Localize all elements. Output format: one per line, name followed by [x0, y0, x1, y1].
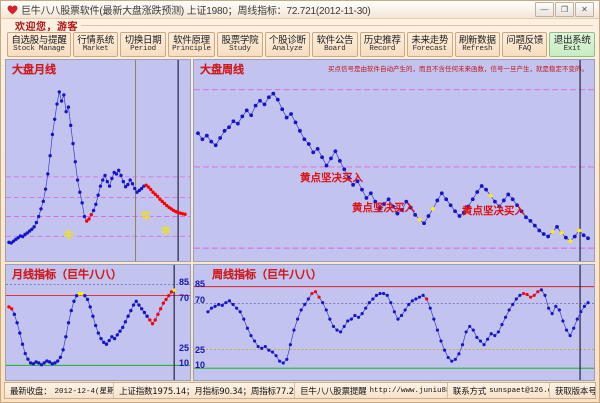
status-index-cell: 上证指数1975.14；月指标90.34；周指标77.27: [114, 383, 296, 398]
panel-weekly-price[interactable]: 大盘周线 买点信号是由软件自动产生的，而且不含任何未来函数，信号一旦产生，就是稳…: [193, 59, 595, 262]
toolbar-button-label-en: Stock Manage: [13, 44, 65, 53]
annotation-buy-2: 黄点坚决买入: [352, 202, 415, 214]
toolbar-button-label-en: Analyze: [272, 44, 303, 53]
toolbar-button-label-cn: 软件公告: [316, 34, 354, 46]
toolbar-button-label-en: Principle: [172, 44, 211, 53]
toolbar-button-label-en: Period: [130, 44, 156, 53]
chart-area: 大盘月线 牛 牛 牛 大盘周线 买点信号是由软件自动产生的，而且不含任何未来函数…: [1, 59, 599, 381]
status-site-label: 巨牛八八股票提醒: [300, 386, 367, 397]
toolbar-button-forecast[interactable]: 未来走势 Forecast: [407, 32, 453, 57]
toolbar-button-label-en: Exit: [563, 44, 581, 53]
toolbar-button-market[interactable]: 行情系统 Market: [72, 32, 119, 57]
toolbar-button-board[interactable]: 软件公告 Board: [312, 32, 358, 57]
monthly-indicator-plot: [6, 265, 190, 380]
ytick-70: 70: [195, 295, 206, 305]
toolbar-button-faq[interactable]: 问题反馈 FAQ: [501, 32, 548, 57]
bull-mark-1: 牛: [64, 231, 74, 242]
bull-mark-3: 牛: [161, 227, 171, 238]
window-controls: — ❐ ✕: [535, 2, 594, 17]
weekly-indicator-plot: [194, 265, 594, 380]
maximize-button[interactable]: ❐: [555, 2, 574, 17]
toolbar-button-label-en: Study: [229, 44, 251, 53]
toolbar-button-label-en: Board: [324, 44, 346, 53]
panel-weekly-price-note: 买点信号是由软件自动产生的，而且不含任何未来函数，信号一旦产生，就是稳定不变的。: [328, 65, 588, 73]
toolbar-button-label-cn: 自选股与提醒: [11, 34, 67, 46]
bull-mark-2: 牛: [141, 212, 151, 223]
annotation-buy-3: 黄点坚决买入: [462, 205, 525, 217]
toolbar-button-label-cn: 切换日期: [124, 34, 162, 46]
status-close-label: 最新收盘：: [10, 386, 52, 397]
toolbar-button-analyze[interactable]: 个股诊断 Analyze: [264, 32, 311, 57]
toolbar-button-label-cn: 退出系统: [553, 34, 591, 46]
toolbar-button-label-en: Record: [369, 44, 396, 53]
status-close-value: 2012-12-4(星期二): [54, 388, 115, 396]
ytick-10: 10: [195, 360, 206, 370]
status-close-cell: 最新收盘： 2012-12-4(星期二): [5, 383, 115, 398]
toolbar-button-label-cn: 股票学院: [221, 34, 259, 46]
panel-weekly-indicator[interactable]: 周线指标（巨牛八八） 85 70 25 10: [193, 264, 595, 381]
toolbar-button-study[interactable]: 股票学院 Study: [217, 32, 263, 57]
panel-weekly-price-title: 大盘周线: [200, 63, 244, 76]
toolbar-button-label-cn: 软件原理: [173, 34, 210, 46]
toolbar-button-label-en: Market: [82, 44, 109, 53]
main-toolbar: 自选股与提醒 Stock Manage 行情系统 Market 切换日期 Period 软件…: [1, 31, 599, 59]
toolbar-button-stock-manage[interactable]: 自选股与提醒 Stock Manage: [7, 32, 71, 57]
window-title: 巨牛八八股票软件(最新大盘涨跌预测) 上证1980；周线指标：72.721(20…: [21, 6, 371, 17]
status-contact-value[interactable]: sunspaet@126.com: [489, 386, 549, 395]
toolbar-button-period[interactable]: 切换日期 Period: [120, 32, 166, 57]
ytick-85: 85: [195, 279, 206, 289]
status-index-text: 上证指数1975.14；月指标90.34；周指标77.27: [119, 386, 296, 397]
toolbar-button-label-cn: 问题反馈: [506, 34, 544, 46]
welcome-text: 欢迎您，游客: [15, 21, 78, 33]
panel-monthly-price-title: 大盘月线: [12, 63, 56, 76]
toolbar-button-label-cn: 行情系统: [77, 34, 114, 46]
toolbar-button-label-cn: 个股诊断: [268, 34, 306, 46]
minimize-button[interactable]: —: [535, 2, 554, 17]
toolbar-button-label-cn: 历史推荐: [363, 34, 401, 46]
status-contact-cell: 联系方式 sunspaet@126.com: [448, 383, 551, 398]
status-bar: 最新收盘： 2012-12-4(星期二) 上证指数1975.14；月指标90.3…: [4, 382, 596, 399]
panel-monthly-indicator[interactable]: 月线指标（巨牛八八） 85 70 25 10: [5, 264, 191, 381]
status-contact-label: 联系方式: [452, 386, 487, 397]
annotation-buy-1: 黄点坚决买入: [300, 172, 363, 184]
ytick-25: 25: [195, 345, 206, 355]
toolbar-button-principle[interactable]: 软件原理 Principle: [167, 32, 216, 57]
status-site-url[interactable]: http://www.juniu88.com: [369, 386, 447, 395]
toolbar-button-label-cn: 刷新数据: [458, 34, 496, 46]
status-site-cell[interactable]: 巨牛八八股票提醒 http://www.juniu88.com: [295, 383, 448, 398]
status-version-label: 获取版本号: [555, 386, 595, 397]
status-version-button[interactable]: 获取版本号: [550, 383, 595, 398]
toolbar-button-refresh[interactable]: 刷新数据 Refresh: [454, 32, 500, 57]
welcome-bar: 欢迎您，游客: [1, 19, 599, 33]
toolbar-button-label-en: Forecast: [412, 44, 448, 53]
toolbar-button-label-en: FAQ: [518, 44, 532, 53]
toolbar-button-label-en: Refresh: [462, 44, 493, 53]
toolbar-button-exit[interactable]: 退出系统 Exit: [549, 32, 595, 57]
weekly-price-plot: [194, 60, 594, 261]
close-button[interactable]: ✕: [575, 2, 594, 17]
panel-weekly-indicator-title: 周线指标（巨牛八八）: [212, 268, 322, 281]
panel-monthly-price[interactable]: 大盘月线 牛 牛 牛: [5, 59, 191, 262]
monthly-price-plot: [6, 60, 190, 261]
toolbar-button-record[interactable]: 历史推荐 Record: [359, 32, 406, 57]
toolbar-button-label-cn: 未来走势: [411, 34, 449, 46]
title-bar: 巨牛八八股票软件(最新大盘涨跌预测) 上证1980；周线指标：72.721(20…: [1, 1, 599, 19]
welcome-divider: [81, 24, 593, 26]
heart-icon: [6, 3, 19, 16]
panel-monthly-indicator-title: 月线指标（巨牛八八）: [12, 268, 122, 281]
